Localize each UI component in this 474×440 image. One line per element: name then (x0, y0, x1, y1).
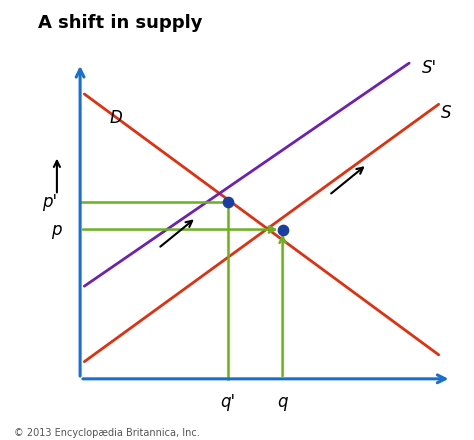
Text: q: q (277, 392, 288, 411)
Text: S: S (441, 104, 451, 122)
Point (279, 226, 286, 233)
Point (224, 198, 231, 205)
Text: p: p (51, 220, 61, 238)
Text: A shift in supply: A shift in supply (38, 14, 202, 32)
Text: © 2013 Encyclopædia Britannica, Inc.: © 2013 Encyclopædia Britannica, Inc. (14, 428, 200, 438)
Text: S': S' (422, 59, 437, 77)
Text: p': p' (42, 193, 57, 211)
Text: q': q' (220, 392, 235, 411)
Text: D: D (109, 109, 122, 127)
